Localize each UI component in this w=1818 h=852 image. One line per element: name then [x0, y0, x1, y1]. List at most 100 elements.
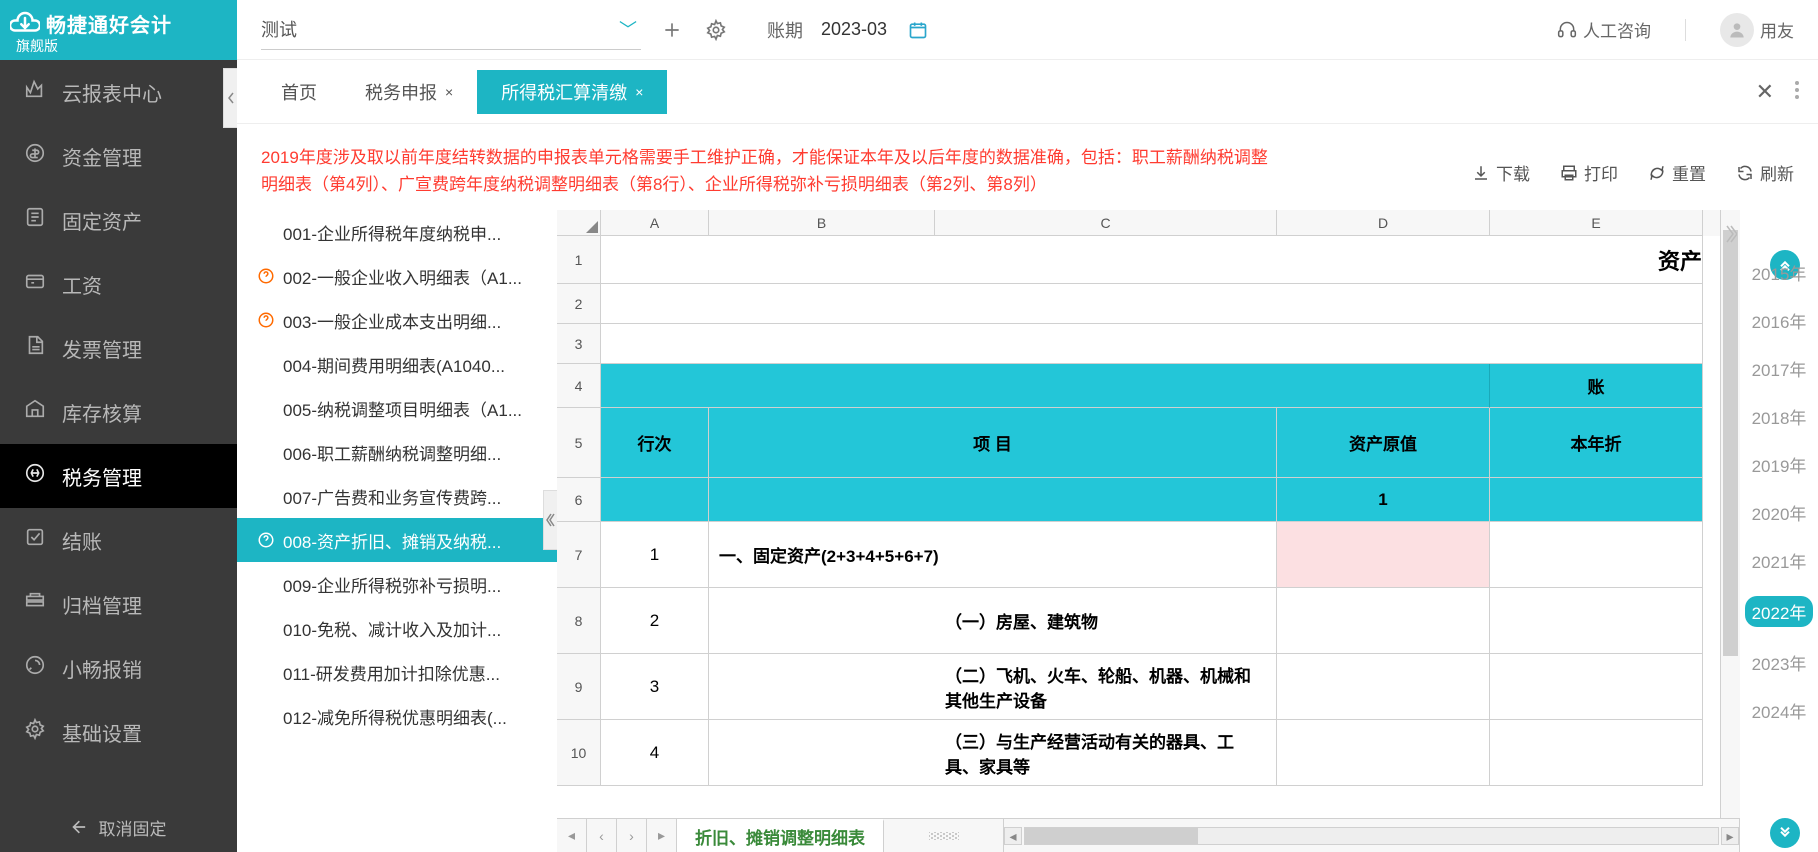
- vertical-scrollbar[interactable]: [1720, 210, 1740, 818]
- tab-close-icon[interactable]: ×: [445, 84, 453, 100]
- report-item-10[interactable]: 011-研发费用加计扣除优惠...: [237, 650, 557, 694]
- sidebar-item-7[interactable]: 结账: [0, 508, 237, 572]
- scroll-thumb-horizontal[interactable]: [1025, 828, 1198, 844]
- year-item[interactable]: 2021年: [1752, 548, 1807, 573]
- sheet-expand-handle[interactable]: [1722, 214, 1740, 254]
- sidebar-item-5[interactable]: 库存核算: [0, 380, 237, 444]
- report-list-collapse-handle[interactable]: [543, 490, 557, 550]
- sidebar-collapse-handle[interactable]: [223, 68, 237, 128]
- col-header-A[interactable]: A: [601, 210, 709, 236]
- user-menu[interactable]: 用友: [1720, 13, 1794, 47]
- print-button[interactable]: 打印: [1560, 160, 1618, 185]
- row-header-7[interactable]: 7: [557, 522, 601, 588]
- period-picker-button[interactable]: [905, 17, 931, 43]
- tab-2[interactable]: 所得税汇算清缴×: [477, 70, 667, 114]
- tabbar-more-button[interactable]: [1792, 78, 1802, 105]
- col-header-B[interactable]: B: [709, 210, 935, 236]
- cell[interactable]: [1490, 522, 1703, 588]
- cell[interactable]: [709, 654, 935, 720]
- report-item-2[interactable]: 003-一般企业成本支出明细...: [237, 298, 557, 342]
- col-header-D[interactable]: D: [1277, 210, 1490, 236]
- cell-rownum[interactable]: 1: [601, 522, 709, 588]
- row-header-2[interactable]: 2: [557, 284, 601, 324]
- sidebar-item-8[interactable]: 归档管理: [0, 572, 237, 636]
- sheet-corner[interactable]: [557, 210, 601, 236]
- row-header-8[interactable]: 8: [557, 588, 601, 654]
- year-item[interactable]: 2022年: [1745, 596, 1814, 627]
- sheet-nav-last[interactable]: ▸: [647, 819, 677, 852]
- report-item-3[interactable]: 004-期间费用明细表(A1040...: [237, 342, 557, 386]
- sidebar-item-2[interactable]: 固定资产: [0, 188, 237, 252]
- report-item-0[interactable]: 001-企业所得税年度纳税申...: [237, 210, 557, 254]
- add-company-button[interactable]: [659, 17, 685, 43]
- refresh-button[interactable]: 刷新: [1736, 160, 1794, 185]
- cell[interactable]: [601, 478, 709, 522]
- sidebar-item-1[interactable]: 资金管理: [0, 124, 237, 188]
- sheet-nav-prev[interactable]: ‹: [587, 819, 617, 852]
- row-header-10[interactable]: 10: [557, 720, 601, 786]
- year-item[interactable]: 2016年: [1752, 308, 1807, 333]
- sidebar-item-3[interactable]: 工资: [0, 252, 237, 316]
- reset-button[interactable]: 重置: [1648, 160, 1706, 185]
- sidebar-item-4[interactable]: 发票管理: [0, 316, 237, 380]
- settings-button[interactable]: [703, 17, 729, 43]
- cell-text[interactable]: 一、固定资产(2+3+4+5+6+7): [709, 522, 1277, 588]
- year-item[interactable]: 2017年: [1752, 356, 1807, 381]
- year-item[interactable]: 2020年: [1752, 500, 1807, 525]
- year-item[interactable]: 2019年: [1752, 452, 1807, 477]
- report-item-6[interactable]: 007-广告费和业务宣传费跨...: [237, 474, 557, 518]
- cell[interactable]: [1490, 654, 1703, 720]
- sidebar-item-0[interactable]: 云报表中心: [0, 60, 237, 124]
- scroll-thumb-vertical[interactable]: [1723, 230, 1738, 655]
- row-header-3[interactable]: 3: [557, 324, 601, 364]
- col-header-C[interactable]: C: [935, 210, 1277, 236]
- cell[interactable]: [709, 478, 1277, 522]
- row-header-4[interactable]: 4: [557, 364, 601, 408]
- company-select[interactable]: 测试 ﹀: [261, 10, 641, 50]
- horizontal-scrollbar[interactable]: ◂ ▸: [1004, 819, 1740, 852]
- year-item[interactable]: 2015年: [1752, 260, 1807, 285]
- report-item-4[interactable]: 005-纳税调整项目明细表（A1...: [237, 386, 557, 430]
- sheet-tab[interactable]: 折旧、摊销调整明细表: [677, 819, 884, 852]
- sidebar-item-9[interactable]: 小畅报销: [0, 636, 237, 700]
- tab-0[interactable]: 首页: [257, 70, 341, 114]
- sidebar-item-6[interactable]: 税务管理: [0, 444, 237, 508]
- cell-empty[interactable]: [601, 324, 1703, 364]
- sheet-split-handle[interactable]: [884, 819, 1004, 852]
- sheet-nav-first[interactable]: ◂: [557, 819, 587, 852]
- scroll-right-button[interactable]: ▸: [1721, 827, 1739, 845]
- sidebar-unpin-button[interactable]: 取消固定: [0, 802, 237, 852]
- cell[interactable]: [1490, 720, 1703, 786]
- cell-text[interactable]: （一）房屋、建筑物: [935, 588, 1277, 654]
- cell[interactable]: [1277, 588, 1490, 654]
- report-item-7[interactable]: 008-资产折旧、摊销及纳税...: [237, 518, 557, 562]
- cell-rownum[interactable]: 2: [601, 588, 709, 654]
- sidebar-item-10[interactable]: 基础设置: [0, 700, 237, 764]
- cell[interactable]: [1277, 654, 1490, 720]
- cell[interactable]: [709, 720, 935, 786]
- year-item[interactable]: 2024年: [1752, 698, 1807, 723]
- year-scroll-down[interactable]: [1770, 818, 1800, 848]
- report-item-8[interactable]: 009-企业所得税弥补亏损明...: [237, 562, 557, 606]
- report-item-1[interactable]: 002-一般企业收入明细表（A1...: [237, 254, 557, 298]
- cell-rownum[interactable]: 4: [601, 720, 709, 786]
- cell[interactable]: [709, 588, 935, 654]
- sheet-grid[interactable]: ABCDE1资产234账5行次项 目资产原值本年折6171一、固定资产(2+3+…: [557, 210, 1740, 818]
- year-item[interactable]: 2023年: [1752, 650, 1807, 675]
- cell[interactable]: [1277, 720, 1490, 786]
- report-item-5[interactable]: 006-职工薪酬纳税调整明细...: [237, 430, 557, 474]
- row-header-5[interactable]: 5: [557, 408, 601, 478]
- cell-empty[interactable]: [601, 284, 1703, 324]
- tab-1[interactable]: 税务申报×: [341, 70, 477, 114]
- scroll-left-button[interactable]: ◂: [1004, 827, 1022, 845]
- cell-text[interactable]: （二）飞机、火车、轮船、机器、机械和其他生产设备: [935, 654, 1277, 720]
- cell[interactable]: [1277, 522, 1490, 588]
- close-all-tabs-button[interactable]: ✕: [1756, 79, 1774, 105]
- support-button[interactable]: 人工咨询: [1557, 17, 1651, 42]
- cell[interactable]: [1490, 588, 1703, 654]
- cell[interactable]: [1490, 478, 1703, 522]
- cell-text[interactable]: （三）与生产经营活动有关的器具、工具、家具等: [935, 720, 1277, 786]
- download-button[interactable]: 下载: [1472, 160, 1530, 185]
- tab-close-icon[interactable]: ×: [635, 84, 643, 100]
- row-header-6[interactable]: 6: [557, 478, 601, 522]
